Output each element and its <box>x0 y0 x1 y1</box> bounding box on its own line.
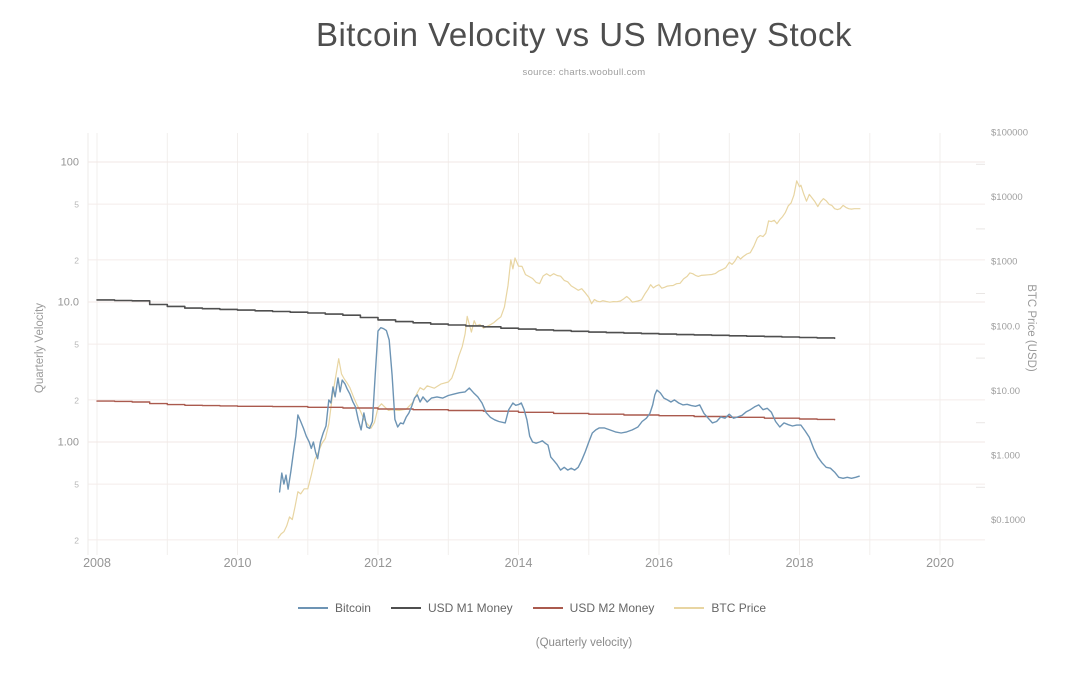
legend-swatch <box>390 607 421 609</box>
chart-source-subtitle: source: charts.woobull.com <box>522 67 646 78</box>
legend-item-usd-m2-money[interactable]: USD M2 Money <box>532 601 655 615</box>
left-axis-tick-label: 10.0 <box>58 297 79 309</box>
series-lines <box>96 180 861 539</box>
legend-label: USD M2 Money <box>569 601 655 615</box>
left-axis-tick-label: 5 <box>74 480 79 490</box>
legend-label: Bitcoin <box>334 601 371 615</box>
left-axis-tick-label: 5 <box>74 200 79 210</box>
series-line-usd-m2-money <box>96 400 836 421</box>
left-axis-tick-label: 2 <box>74 535 79 545</box>
series-line-btc-price <box>277 180 861 539</box>
right-axis-tick-label: $100.0 <box>991 321 1020 332</box>
chart-caption: (Quarterly velocity) <box>535 637 633 649</box>
right-axis-tick-label: $0.1000 <box>991 515 1025 526</box>
x-axis-tick-label: 2014 <box>505 556 533 570</box>
x-axis-tick-label: 2018 <box>786 556 814 570</box>
right-axis-tick-label: $10000 <box>991 192 1023 203</box>
left-axis-title: Quarterly Velocity <box>34 302 46 394</box>
legend-swatch <box>297 607 328 609</box>
left-axis-tick-label: 100 <box>61 157 79 169</box>
x-axis-tick-label: 2010 <box>224 556 252 570</box>
left-axis-tick-label: 2 <box>74 255 79 265</box>
left-axis-tick-label: 2 <box>74 395 79 405</box>
legend-swatch <box>674 607 705 609</box>
series-line-bitcoin <box>278 327 860 493</box>
legend-swatch <box>532 607 563 609</box>
x-axis-tick-label: 2020 <box>926 556 954 570</box>
legend-item-usd-m1-money[interactable]: USD M1 Money <box>390 601 513 615</box>
right-axis-title: BTC Price (USD) <box>1025 284 1037 372</box>
legend-item-btc-price[interactable]: BTC Price <box>674 601 766 615</box>
page-title: Bitcoin Velocity vs US Money Stock <box>315 16 853 53</box>
right-axis-tick-label: $1.000 <box>991 451 1020 462</box>
legend-item-bitcoin[interactable]: Bitcoin <box>297 601 371 615</box>
right-axis-tick-label: $100000 <box>991 128 1028 139</box>
x-axis-tick-label: 2016 <box>645 556 673 570</box>
x-axis-tick-label: 2008 <box>83 556 111 570</box>
legend: Bitcoin USD M1 Money USD M2 Money BTC Price <box>0 601 1064 615</box>
legend-label: USD M1 Money <box>427 601 513 615</box>
left-axis-tick-label: 1.00 <box>58 437 79 449</box>
gridlines <box>87 133 985 555</box>
right-axis-tick-label: $10.00 <box>991 386 1020 397</box>
x-axis-tick-label: 2012 <box>364 556 392 570</box>
right-axis-tick-label: $1000 <box>991 257 1017 268</box>
legend-label: BTC Price <box>711 601 767 615</box>
axis-tick-labels: 100 5 2 10.0 5 2 1.00 5 2 $100000 $10000 $1000 $100.… <box>58 128 1028 571</box>
series-line-usd-m1-money <box>96 299 836 340</box>
left-axis-tick-label: 5 <box>74 340 79 350</box>
